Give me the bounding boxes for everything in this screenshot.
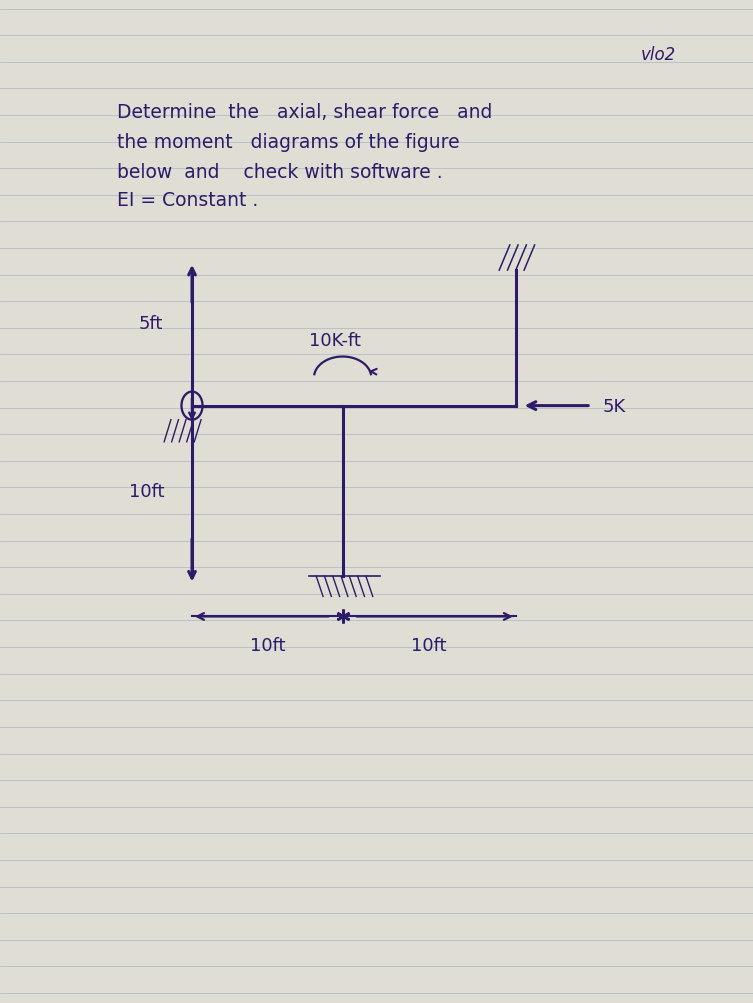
Text: the moment   diagrams of the figure: the moment diagrams of the figure xyxy=(117,133,459,151)
Text: 10ft: 10ft xyxy=(411,636,447,654)
Text: Determine  the   axial, shear force   and: Determine the axial, shear force and xyxy=(117,103,492,121)
Text: EI = Constant .: EI = Constant . xyxy=(117,192,258,210)
Text: 5K: 5K xyxy=(602,397,626,415)
Text: 10K-ft: 10K-ft xyxy=(309,332,361,350)
Text: vlo2: vlo2 xyxy=(642,46,676,64)
Text: 10ft: 10ft xyxy=(129,482,165,500)
Text: 10ft: 10ft xyxy=(249,636,285,654)
Text: below  and    check with software .: below and check with software . xyxy=(117,163,442,182)
Text: 5ft: 5ft xyxy=(139,315,163,332)
